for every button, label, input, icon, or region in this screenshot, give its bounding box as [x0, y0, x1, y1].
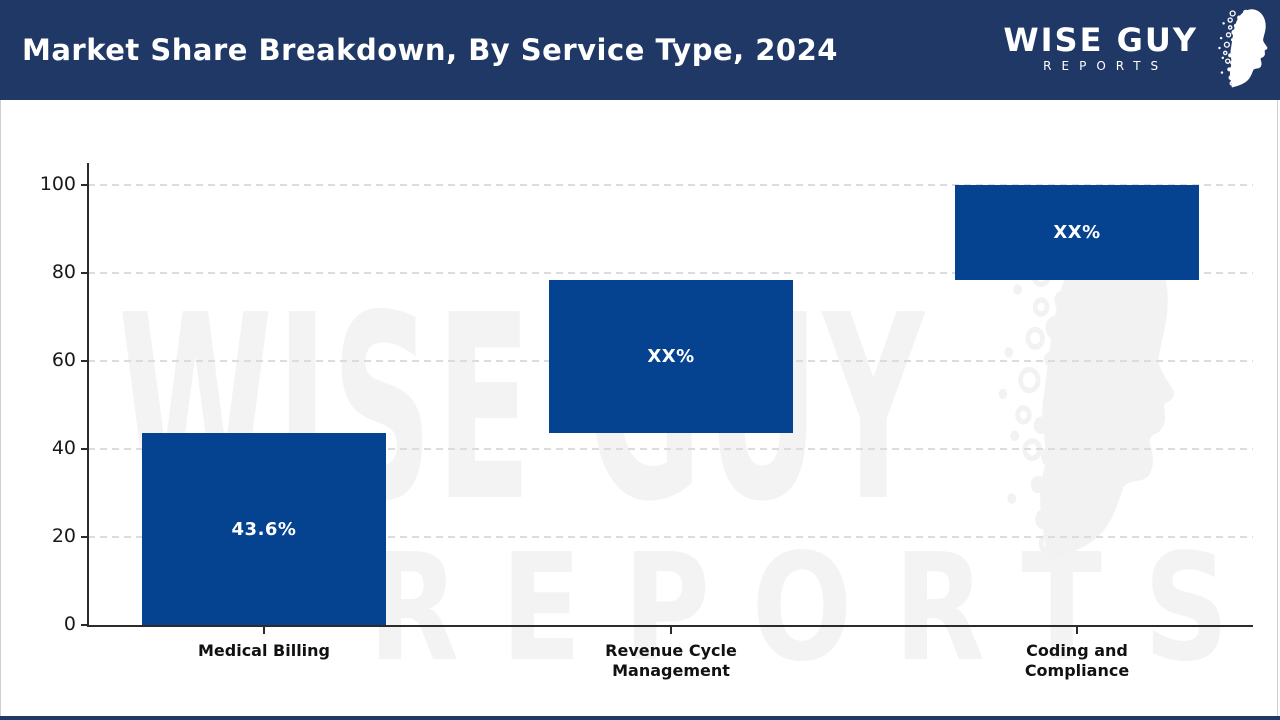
watermark-text-reports: REPORTS — [368, 522, 1271, 694]
bar-value-label: 43.6% — [231, 518, 297, 540]
bar-coding-and-compliance: XX% — [955, 185, 1199, 281]
x-axis-line — [88, 625, 1253, 627]
wiseguy-face-icon — [1217, 8, 1268, 89]
gridline-100 — [88, 184, 1253, 186]
logo-sub: REPORTS — [1043, 59, 1169, 74]
footer-bar — [0, 716, 1280, 720]
x-axis-tick-0 — [263, 627, 265, 634]
category-label-1: Revenue Cycle Management — [605, 641, 737, 680]
bar-revenue-cycle-management: XX% — [549, 280, 793, 434]
x-axis-tick-2 — [1076, 627, 1078, 634]
page-title: Market Share Breakdown, By Service Type,… — [22, 33, 838, 67]
y-tick-label-40: 40 — [51, 437, 76, 459]
header-bar: Market Share Breakdown, By Service Type,… — [0, 0, 1280, 100]
category-label-2: Coding and Compliance — [1024, 641, 1130, 680]
gridline-80 — [88, 272, 1253, 274]
page-border-left — [0, 100, 1, 716]
y-tick-label-100: 100 — [39, 173, 76, 195]
y-tick-label-20: 20 — [51, 525, 76, 547]
y-axis-tick-100 — [81, 184, 88, 186]
logo-name: WISE GUY — [1003, 20, 1198, 59]
y-axis-tick-0 — [81, 624, 88, 626]
x-axis-tick-1 — [670, 627, 672, 634]
bar-medical-billing: 43.6% — [142, 433, 386, 625]
logo-text: WISE GUY REPORTS — [1003, 20, 1198, 74]
y-tick-label-80: 80 — [51, 261, 76, 283]
bar-value-label: XX% — [1053, 222, 1101, 244]
page-border-right — [1277, 100, 1278, 716]
y-axis-tick-60 — [81, 360, 88, 362]
logo: WISE GUY REPORTS — [1003, 6, 1268, 90]
y-axis-tick-40 — [81, 448, 88, 450]
gridline-40 — [88, 448, 1253, 450]
gridline-20 — [88, 536, 1253, 538]
y-axis-tick-80 — [81, 272, 88, 274]
y-tick-label-60: 60 — [51, 349, 76, 371]
y-axis-line — [87, 163, 89, 627]
y-tick-label-0: 0 — [63, 613, 76, 635]
y-axis-tick-20 — [81, 536, 88, 538]
bar-value-label: XX% — [647, 346, 695, 368]
category-label-0: Medical Billing — [197, 641, 331, 660]
